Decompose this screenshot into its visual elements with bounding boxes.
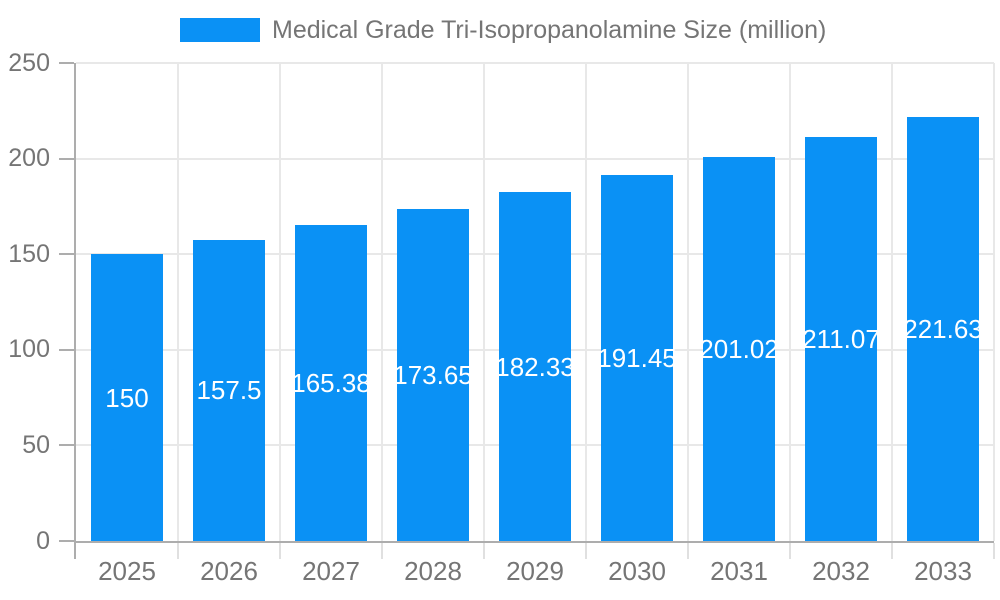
x-axis-tick [789, 543, 791, 559]
bar[interactable]: 182.33 [495, 192, 575, 541]
grid-line-v [687, 63, 689, 541]
x-axis-label: 2027 [302, 556, 360, 586]
x-axis-tick [585, 543, 587, 559]
x-axis-label: 2028 [404, 556, 462, 586]
y-axis-label: 200 [8, 144, 50, 173]
bar[interactable]: 173.65 [393, 208, 473, 541]
y-axis-tick [59, 253, 74, 256]
plot-area: 0 50 100 150 200 250 2025 2026 2027 2028 2029 2030 2… [8, 50, 995, 584]
y-axis-tick [59, 157, 74, 160]
grid-line-h [76, 62, 994, 64]
grid-line-v [585, 63, 587, 541]
grid-line-h [76, 157, 994, 160]
x-axis-label: 2026 [200, 556, 258, 586]
y-axis-tick [59, 62, 74, 64]
x-axis-tick [687, 543, 689, 559]
y-axis-tick [59, 348, 74, 351]
x-axis-label: 2025 [98, 556, 156, 586]
grid-line-v [381, 63, 383, 541]
x-axis-label: 2032 [812, 556, 870, 586]
bar-value-label: 201.02 [699, 333, 779, 364]
grid-line-v [993, 63, 995, 541]
grid-line-v [483, 63, 485, 541]
x-axis-tick [177, 543, 179, 559]
grid-line-v [789, 63, 791, 541]
x-axis-label: 2033 [914, 556, 972, 586]
bar-value-label: 191.45 [597, 342, 677, 373]
bar-value-label: 221.63 [903, 314, 983, 345]
bar-value-label: 182.33 [495, 351, 575, 382]
x-axis-tick [891, 543, 893, 559]
x-axis-tick [279, 543, 281, 559]
y-axis-label: 50 [22, 430, 50, 459]
bar-value-label: 150 [105, 382, 149, 413]
bar[interactable]: 157.5 [193, 239, 265, 541]
bar-value-label: 165.38 [291, 367, 371, 398]
x-axis-label: 2030 [608, 556, 666, 586]
grid-line-v [177, 63, 179, 541]
x-axis-tick [74, 543, 76, 559]
y-axis-tick [59, 444, 74, 447]
grid-line-v [279, 63, 281, 541]
legend-label: Medical Grade Tri-Isopropanolamine Size … [272, 15, 827, 44]
legend-swatch [180, 18, 260, 42]
y-axis-label: 250 [8, 48, 50, 77]
bar[interactable]: 165.38 [291, 224, 371, 541]
legend[interactable]: Medical Grade Tri-Isopropanolamine Size … [180, 15, 826, 45]
y-axis-tick [59, 540, 74, 542]
x-axis-label: 2029 [506, 556, 564, 586]
y-axis-label: 0 [36, 526, 50, 555]
bar[interactable]: 201.02 [699, 156, 779, 541]
bar[interactable]: 211.07 [802, 137, 880, 541]
x-axis-tick [381, 543, 383, 559]
bar-value-label: 173.65 [393, 359, 473, 390]
bar-value-label: 157.5 [196, 375, 262, 406]
x-axis-label: 2031 [710, 556, 768, 586]
bar[interactable]: 191.45 [597, 174, 677, 541]
x-axis-tick [993, 543, 995, 559]
y-axis-label: 150 [8, 239, 50, 268]
bar[interactable]: 221.63 [903, 117, 983, 541]
bar-value-label: 211.07 [802, 324, 880, 355]
grid-line-v [891, 63, 893, 541]
y-axis-label: 100 [8, 335, 50, 364]
bar[interactable]: 150 [91, 254, 163, 541]
x-axis-tick [483, 543, 485, 559]
